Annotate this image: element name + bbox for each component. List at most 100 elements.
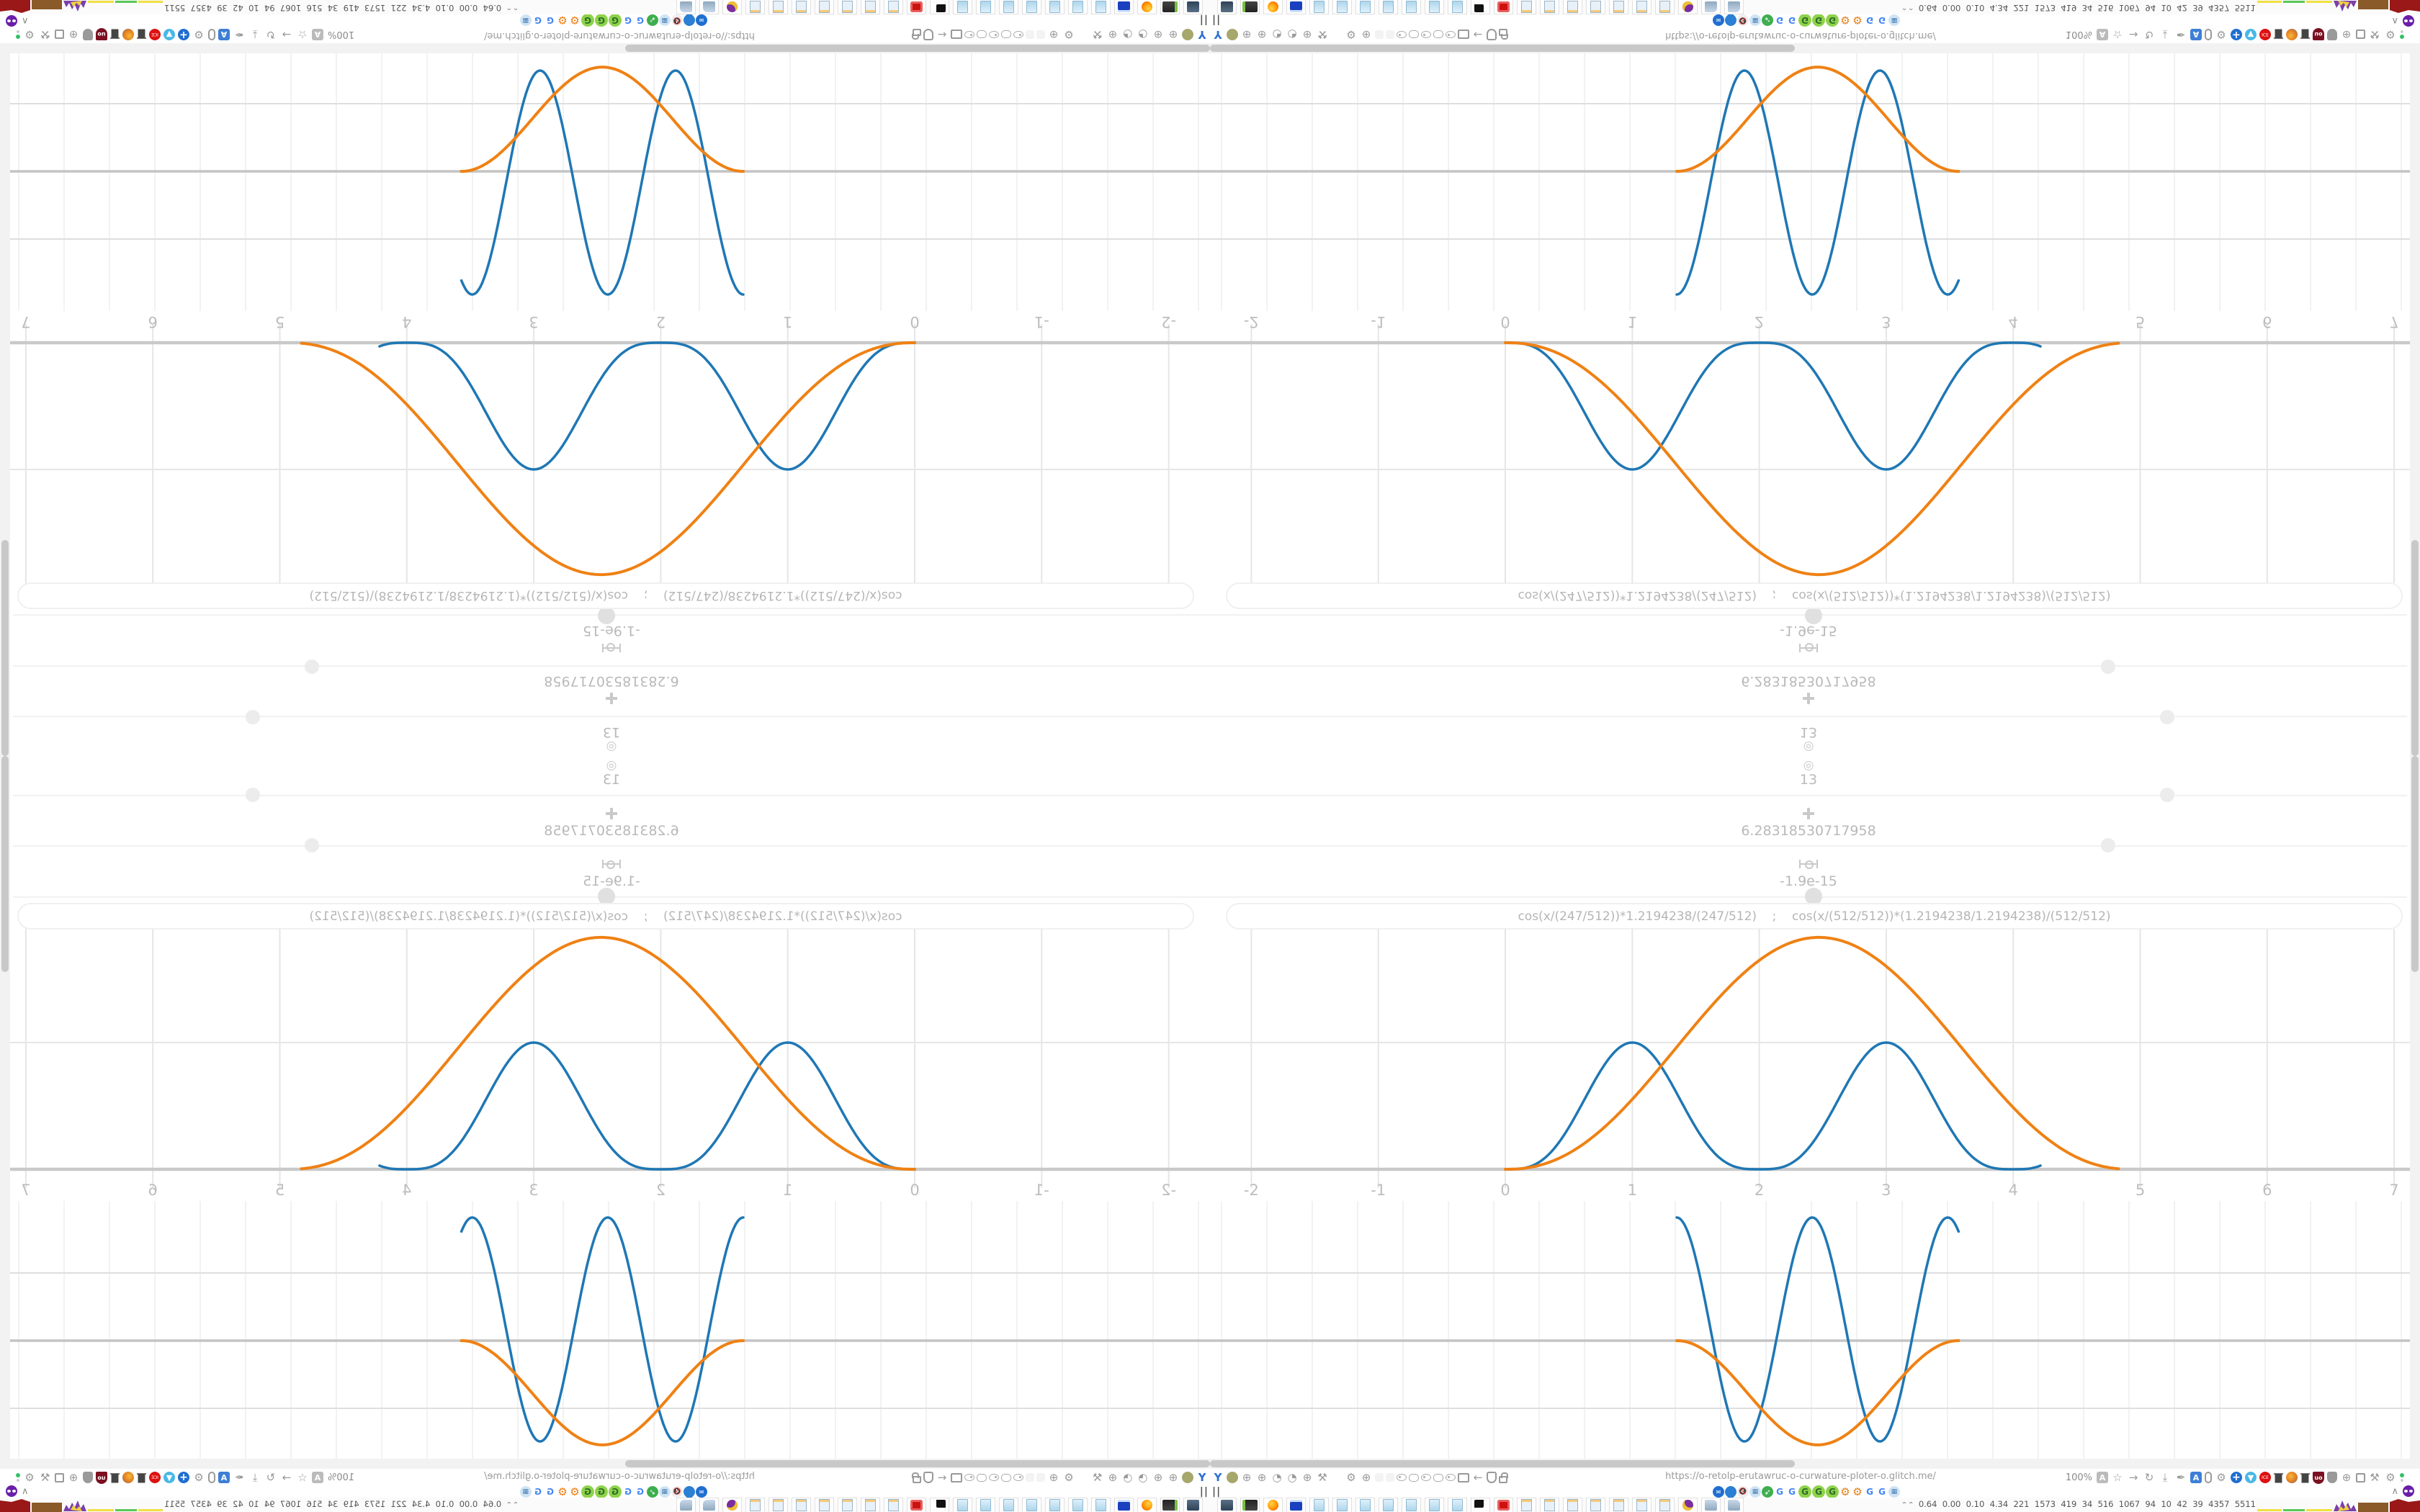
- globe-icon[interactable]: ⊕: [1153, 1471, 1163, 1484]
- taskbar-app-notepad[interactable]: [1379, 1498, 1398, 1512]
- gauge-icon[interactable]: ◔: [1287, 28, 1297, 41]
- olive-circle-icon[interactable]: [1182, 29, 1193, 40]
- wrench-icon[interactable]: ⚒: [1317, 1471, 1327, 1484]
- trash-icon[interactable]: [110, 1472, 120, 1483]
- globe-icon[interactable]: ⊕: [2341, 1471, 2352, 1484]
- oval-icon[interactable]: [2205, 1472, 2212, 1483]
- compass-icon[interactable]: ➶: [1762, 1486, 1773, 1498]
- plot-panel-top[interactable]: [10, 929, 1210, 1188]
- gauge-icon[interactable]: ◔: [1123, 1471, 1133, 1484]
- globe-icon[interactable]: ⊕: [1153, 28, 1163, 41]
- taskbar-app-notepad[interactable]: [1309, 1498, 1329, 1512]
- g-green-icon[interactable]: G: [581, 1485, 594, 1498]
- plot-panel-top[interactable]: [10, 324, 1210, 583]
- plot-panel-bottom[interactable]: [10, 1201, 1210, 1459]
- like-icon[interactable]: [55, 1472, 64, 1482]
- firefox-icon[interactable]: [1331, 29, 1343, 40]
- globe-orange-icon[interactable]: [122, 29, 134, 40]
- vertical-scrollbar[interactable]: [2410, 756, 2420, 1469]
- gauge-icon[interactable]: ◔: [1287, 1471, 1297, 1484]
- vertical-scrollbar-thumb[interactable]: [1, 540, 9, 756]
- g-letter-icon[interactable]: G: [635, 1486, 646, 1498]
- wrench-icon[interactable]: ⚒: [40, 1471, 50, 1484]
- globe-orange-icon[interactable]: [2286, 29, 2298, 40]
- taskbar-app-wolf[interactable]: [930, 0, 949, 14]
- purple-mask-extension-icon[interactable]: [2403, 1485, 2414, 1497]
- globe-plus-icon[interactable]: ⊕: [1108, 28, 1118, 41]
- shield-grey-icon[interactable]: [83, 29, 93, 40]
- radio-oval-icon[interactable]: [1433, 1473, 1443, 1482]
- taskbar-app-handheld-device[interactable]: [1240, 1498, 1260, 1512]
- oval-icon[interactable]: [208, 1472, 215, 1483]
- taskbar-app-notepad[interactable]: [1332, 0, 1352, 14]
- forward-arrow-icon[interactable]: →: [282, 1471, 292, 1484]
- crayon-icon[interactable]: ✒: [234, 28, 244, 41]
- taskbar-app-handheld-device[interactable]: [1240, 0, 1260, 14]
- trash-icon[interactable]: [137, 1472, 146, 1483]
- slider-track-1[interactable]: [13, 716, 1210, 717]
- taskbar-app-calculator[interactable]: [1563, 0, 1582, 14]
- g-letter-icon[interactable]: G: [1786, 14, 1798, 26]
- vertical-scrollbar[interactable]: [0, 43, 10, 756]
- y-logo-icon[interactable]: Y: [1214, 1471, 1222, 1484]
- chevron-up-icon[interactable]: ∧: [22, 1485, 29, 1497]
- gear-icon[interactable]: ⚙: [1346, 1471, 1356, 1484]
- red-circle-icon[interactable]: ICE: [149, 1472, 161, 1483]
- shield-icon[interactable]: [923, 1472, 933, 1483]
- slider-knob-3[interactable]: [1805, 888, 1822, 905]
- download-icon[interactable]: ⤓: [2162, 28, 2168, 41]
- translate-grey-icon[interactable]: A: [2097, 29, 2108, 40]
- globe-icon[interactable]: ⊕: [1361, 1471, 1371, 1484]
- taskbar-app-notepad[interactable]: [953, 0, 972, 14]
- vertical-scrollbar[interactable]: [2410, 43, 2420, 756]
- compass-icon[interactable]: ➶: [647, 14, 658, 26]
- radio-oval-icon[interactable]: [977, 1473, 987, 1482]
- globe-plus-icon[interactable]: ⊕: [1302, 28, 1312, 41]
- firefox-icon[interactable]: [1077, 1472, 1089, 1483]
- gauge-icon[interactable]: ◔: [1123, 28, 1133, 41]
- translate-blue-icon[interactable]: A: [218, 29, 230, 40]
- ghost-icon[interactable]: [1386, 30, 1394, 39]
- translate-blue-icon[interactable]: A: [2190, 1472, 2202, 1483]
- like-icon[interactable]: [55, 30, 64, 40]
- taskbar-app-screen-recorder[interactable]: [1183, 1498, 1203, 1512]
- g-green-icon[interactable]: G: [595, 1485, 608, 1498]
- lock-icon[interactable]: [1499, 1472, 1508, 1483]
- status-dots-icon[interactable]: [16, 30, 20, 39]
- slider-knob-1[interactable]: [246, 710, 260, 724]
- vertical-scrollbar-thumb[interactable]: [1, 756, 9, 972]
- gauge-icon[interactable]: ◔: [1272, 1471, 1282, 1484]
- gear-orange-icon[interactable]: ⚙: [1852, 1485, 1863, 1498]
- red-circle-icon[interactable]: ICE: [2259, 29, 2271, 40]
- compass-icon[interactable]: ➶: [647, 1486, 658, 1498]
- download-icon[interactable]: ⤓: [252, 1471, 258, 1484]
- taskbar-app-calculator[interactable]: [838, 1498, 857, 1512]
- down-blue-icon[interactable]: ▼: [2245, 29, 2257, 40]
- taskbar-app-screen-recorder[interactable]: [1217, 1498, 1237, 1512]
- olive-circle-icon[interactable]: [1227, 29, 1238, 40]
- shield-icon[interactable]: [923, 29, 933, 40]
- taskbar-app-calculator[interactable]: [1655, 1498, 1675, 1512]
- taskbar-app-calculator[interactable]: [792, 1498, 811, 1512]
- gear-icon[interactable]: ⚙: [2385, 28, 2396, 41]
- cube-icon[interactable]: ▦: [659, 14, 671, 26]
- taskbar-app-wolf[interactable]: [1471, 0, 1490, 14]
- taskbar-app-wolf[interactable]: [930, 1498, 949, 1512]
- taskbar-app-firefox[interactable]: [1137, 0, 1157, 14]
- taskbar-app-notepad[interactable]: [976, 1498, 995, 1512]
- taskbar-app-handheld-device[interactable]: [1160, 0, 1180, 14]
- radio-dot-icon[interactable]: [1446, 31, 1456, 38]
- chevron-up-icon[interactable]: ∧: [2391, 1485, 2398, 1497]
- taskbar-app-calculator[interactable]: [1586, 0, 1605, 14]
- globe-icon[interactable]: ⊕: [1168, 1471, 1178, 1484]
- taskbar-app-calculator[interactable]: [1540, 1498, 1559, 1512]
- taskbar-app-printer[interactable]: [699, 1498, 719, 1512]
- vertical-scrollbar-thumb[interactable]: [2411, 756, 2419, 972]
- taskbar-app-notepad[interactable]: [1332, 1498, 1352, 1512]
- radio-dot-icon[interactable]: [989, 1474, 999, 1481]
- star-icon[interactable]: ☆: [297, 28, 308, 41]
- gear-orange-icon[interactable]: ⚙: [569, 1485, 581, 1498]
- wrench-icon[interactable]: ⚒: [1093, 1471, 1103, 1484]
- taskbar-app-printer[interactable]: [699, 0, 719, 14]
- taskbar-app-notepad[interactable]: [953, 1498, 972, 1512]
